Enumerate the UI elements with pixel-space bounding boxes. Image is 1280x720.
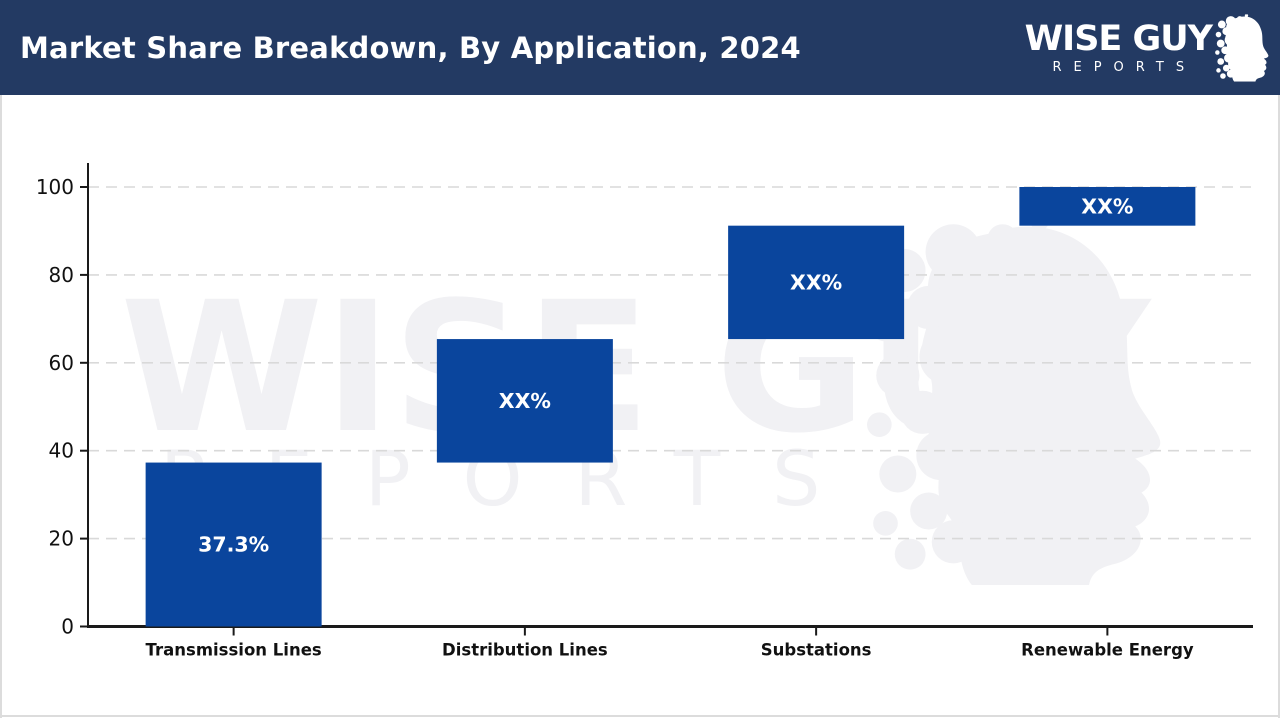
category-label: Transmission Lines [146,641,322,660]
wiseguy-head-icon [1214,10,1270,86]
header-bar: Market Share Breakdown, By Application, … [0,0,1280,95]
y-axis-tick-label: 0 [61,615,74,639]
waterfall-chart: WISE GUYREPORTS02040608010037.3%XX%XX%XX… [36,163,1253,660]
y-axis-tick-label: 40 [49,439,74,463]
bar-value-label: 37.3% [198,533,269,557]
y-axis-tick-label: 100 [36,175,74,199]
y-axis-tick-label: 80 [49,263,74,287]
y-axis-tick-label: 20 [49,527,74,551]
logo-wordmark: WISE GUY REPORTS [1024,18,1213,75]
logo-wordmark-line1: WISE GUY [1024,18,1213,59]
page-border-bottom [0,715,1280,717]
page-title: Market Share Breakdown, By Application, … [20,30,801,65]
bar [728,225,905,340]
bar-value-label: XX% [499,389,551,413]
chart-panel: WISE GUY REPORTS 0 20 40 60 80 100 37.3% XX% XX% XX… [0,95,1280,720]
category-label: Substations [761,641,872,660]
bar [436,339,613,463]
y-axis-tick-label: 60 [49,351,74,375]
logo-wordmark-line2: REPORTS [1052,59,1197,75]
bar-value-label: XX% [790,270,842,294]
bar [145,462,322,627]
bar-value-label: XX% [1081,194,1133,218]
page-border-left [0,95,2,718]
category-label: Distribution Lines [442,641,608,660]
bar [1019,187,1196,226]
wiseguy-logo: WISE GUY REPORTS [1025,10,1270,86]
page-border-right [1278,95,1280,718]
category-label: Renewable Energy [1021,641,1194,660]
